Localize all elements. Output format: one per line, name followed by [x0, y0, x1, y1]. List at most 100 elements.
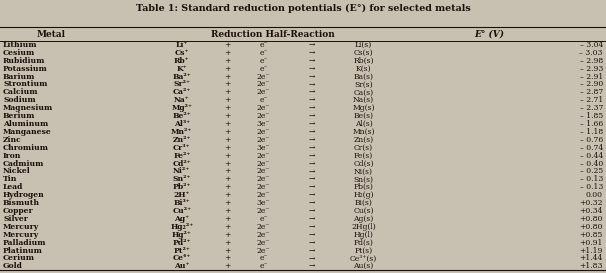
Text: 2e⁻: 2e⁻ [257, 159, 270, 168]
Text: Silver: Silver [3, 215, 28, 223]
Text: →: → [309, 120, 315, 128]
Text: – 0.13: – 0.13 [579, 183, 603, 191]
Text: – 0.25: – 0.25 [580, 167, 603, 176]
Text: Ba(s): Ba(s) [353, 73, 374, 81]
Text: +: + [224, 88, 230, 96]
Text: →: → [309, 223, 315, 231]
Text: →: → [309, 41, 315, 49]
Text: +: + [224, 191, 230, 199]
Text: Cd(s): Cd(s) [353, 159, 374, 168]
Text: Be²⁺: Be²⁺ [173, 112, 191, 120]
Text: Aluminum: Aluminum [3, 120, 48, 128]
Text: +: + [224, 104, 230, 112]
Text: +: + [224, 199, 230, 207]
Text: 2e⁻: 2e⁻ [257, 112, 270, 120]
Text: Hydrogen: Hydrogen [3, 191, 45, 199]
Text: e⁻: e⁻ [259, 65, 268, 73]
Text: +: + [224, 223, 230, 231]
Text: Li(s): Li(s) [355, 41, 372, 49]
Text: →: → [309, 175, 315, 183]
Text: →: → [309, 239, 315, 247]
Text: Na(s): Na(s) [353, 96, 374, 104]
Text: Al(s): Al(s) [355, 120, 373, 128]
Text: 2e⁻: 2e⁻ [257, 239, 270, 247]
Text: →: → [309, 167, 315, 176]
Text: →: → [309, 136, 315, 144]
Text: Palladium: Palladium [3, 239, 47, 247]
Text: 2H⁺: 2H⁺ [173, 191, 190, 199]
Text: +: + [224, 239, 230, 247]
Text: Lead: Lead [3, 183, 24, 191]
Text: Bi(s): Bi(s) [355, 199, 373, 207]
Text: 2e⁻: 2e⁻ [257, 104, 270, 112]
Text: 2e⁻: 2e⁻ [257, 231, 270, 239]
Text: 2e⁻: 2e⁻ [257, 247, 270, 254]
Text: 2e⁻: 2e⁻ [257, 175, 270, 183]
Text: Sr²⁺: Sr²⁺ [173, 81, 190, 88]
Text: Mercury: Mercury [3, 231, 39, 239]
Text: →: → [309, 96, 315, 104]
Text: +: + [224, 215, 230, 223]
Text: +: + [224, 81, 230, 88]
Text: +: + [224, 49, 230, 57]
Text: Gold: Gold [3, 262, 23, 270]
Text: Platinum: Platinum [3, 247, 43, 254]
Text: Na⁺: Na⁺ [174, 96, 190, 104]
Text: H₂(g): H₂(g) [353, 191, 374, 199]
Text: →: → [309, 199, 315, 207]
Text: Cs(s): Cs(s) [354, 49, 373, 57]
Text: →: → [309, 247, 315, 254]
Text: Manganese: Manganese [3, 128, 52, 136]
Text: +: + [224, 73, 230, 81]
Text: – 2.71: – 2.71 [580, 96, 603, 104]
Text: Pd(s): Pd(s) [354, 239, 373, 247]
Text: 2e⁻: 2e⁻ [257, 207, 270, 215]
Text: – 0.40: – 0.40 [580, 159, 603, 168]
Text: Ce⁴⁺: Ce⁴⁺ [173, 254, 191, 262]
Text: Ag⁺: Ag⁺ [175, 215, 189, 223]
Text: →: → [309, 73, 315, 81]
Text: Rubidium: Rubidium [3, 57, 45, 65]
Text: Zn²⁺: Zn²⁺ [173, 136, 191, 144]
Text: Zn(s): Zn(s) [353, 136, 374, 144]
Text: – 0.44: – 0.44 [580, 152, 603, 160]
Text: e⁻: e⁻ [259, 262, 268, 270]
Text: Cerium: Cerium [3, 254, 35, 262]
Text: Metal: Metal [37, 30, 66, 38]
Text: +0.91: +0.91 [579, 239, 603, 247]
Text: – 0.13: – 0.13 [579, 175, 603, 183]
Text: Hg₂²⁺: Hg₂²⁺ [170, 223, 193, 231]
Text: +: + [224, 231, 230, 239]
Text: 2e⁻: 2e⁻ [257, 223, 270, 231]
Text: Mg(s): Mg(s) [352, 104, 375, 112]
Text: Be(s): Be(s) [353, 112, 374, 120]
Text: Fe(s): Fe(s) [354, 152, 373, 160]
Text: +: + [224, 207, 230, 215]
Text: →: → [309, 112, 315, 120]
Text: +0.32: +0.32 [579, 199, 603, 207]
Text: – 2.87: – 2.87 [580, 88, 603, 96]
Text: Pt²⁺: Pt²⁺ [173, 247, 190, 254]
Text: →: → [309, 49, 315, 57]
Text: Pb²⁺: Pb²⁺ [173, 183, 191, 191]
Text: →: → [309, 183, 315, 191]
Text: Rb(s): Rb(s) [353, 57, 374, 65]
Text: Reduction Half-Reaction: Reduction Half-Reaction [211, 30, 335, 38]
Text: 2e⁻: 2e⁻ [257, 183, 270, 191]
Text: Mn²⁺: Mn²⁺ [171, 128, 193, 136]
Text: Tin: Tin [3, 175, 18, 183]
Text: 2e⁻: 2e⁻ [257, 136, 270, 144]
Text: →: → [309, 144, 315, 152]
Text: Ag(s): Ag(s) [353, 215, 374, 223]
Text: Cd²⁺: Cd²⁺ [173, 159, 191, 168]
Text: →: → [309, 65, 315, 73]
Text: e⁻: e⁻ [259, 49, 268, 57]
Text: Pd²⁺: Pd²⁺ [173, 239, 191, 247]
Text: – 2.98: – 2.98 [580, 57, 603, 65]
Text: Li⁺: Li⁺ [176, 41, 188, 49]
Text: K(s): K(s) [356, 65, 371, 73]
Text: +: + [224, 152, 230, 160]
Text: 3e⁻: 3e⁻ [257, 144, 270, 152]
Text: +1.83: +1.83 [579, 262, 603, 270]
Text: Cr(s): Cr(s) [354, 144, 373, 152]
